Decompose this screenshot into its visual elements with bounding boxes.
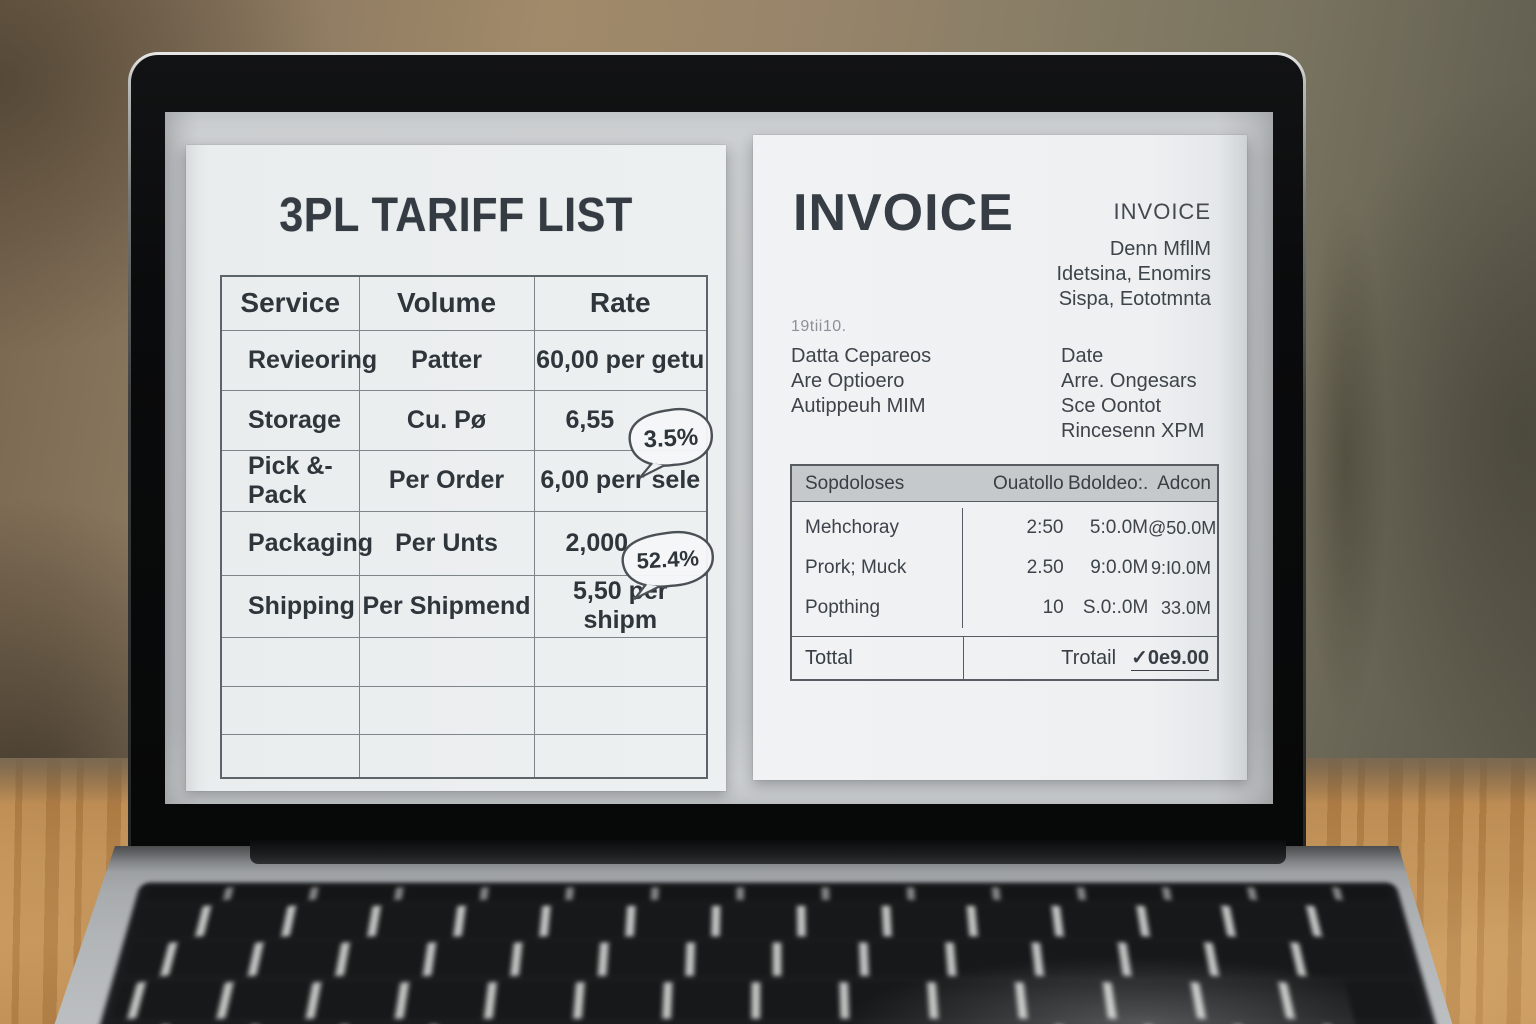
bill-line: Autippeuh MIM [791,395,926,417]
empty-table-row [220,636,708,687]
invoice-header-desc: Sopdoloses [805,472,905,494]
invoice-header-right: INVOICE Denn MfllM Idetsina, Enomirs Sis… [1056,199,1211,312]
service-cell: Packaging [220,510,373,576]
table-row: Prork; Muck 2.50 9:0.0M 9:I0.0M [792,548,1217,588]
invoice-table-body: Mehchoray 2:50 5:0.0M @50.0M Prork; Muck… [792,502,1217,636]
total-label: Tottal [792,637,964,679]
total-right-label: Trotail [1061,646,1117,669]
table-row: Pick &-Pack Per Order 6,00 perr sele [220,449,708,512]
tariff-title: 3PL TARIFF LIST [279,186,633,242]
item-amount: 33.0M [1160,597,1211,618]
item-desc: Prork; Muck [792,548,964,588]
invoice-header-line: Idetsina, Enomirs [1056,263,1211,285]
invoice-header-line: Sispa, Eototmnta [1058,288,1211,310]
table-row: Shipping Per Shipmend 5,50 per shipm [220,574,708,638]
keyboard-row [144,887,1392,900]
empty-table-row [220,685,708,735]
invoice-date-block: Date Arre. Ongesars Sce Oontot Rincesenn… [1061,344,1204,444]
table-row: Revieoring Patter 60,00 per getu [220,329,708,391]
tariff-document: 3PL TARIFF LIST Service Volume Rate Revi… [186,145,726,791]
service-cell: Revieoring [220,329,377,391]
rate-value: 2,000 [565,528,629,557]
bill-line: Are Optioero [791,370,905,392]
invoice-header-line: Denn MfllM [1109,238,1211,260]
table-row: Popthing 10 S.0:.0M 33.0M [792,588,1217,628]
volume-cell: Per Order [358,449,535,512]
volume-cell: Cu. Pø [358,389,535,451]
item-price: S.0:.0M [1082,597,1149,618]
item-qty: 10 [1042,597,1064,618]
invoice-table-header: Sopdoloses Ouatollo Bdoldeo:. Adcon [792,466,1217,502]
invoice-total-row: Tottal Trotail ✓0e9.00 [792,636,1217,679]
rate-cell: 2,000 52.4% [533,510,714,600]
keyboard [95,882,1441,1024]
tariff-table: Service Volume Rate Revieoring Patter 60… [220,275,714,779]
laptop-screen-bezel: 3PL TARIFF LIST Service Volume Rate Revi… [131,55,1303,852]
date-line: Rincesenn XPM [1061,420,1205,442]
volume-cell: Per Shipmend [358,574,535,638]
rate-cell: 5,50 per shipm [533,574,708,638]
invoice-header-amount: Adcon [1157,472,1211,494]
date-line: Arre. Ongesars [1061,370,1197,392]
total-value: ✓0e9.00 [1131,647,1209,671]
annotation-value: 3.5% [643,423,699,453]
date-line: Date [1061,345,1104,367]
item-price: 5:0.0M [1089,517,1148,538]
volume-cell: Per Unts [358,510,535,576]
item-price: 9:0.0M [1090,557,1149,578]
rate-value: 6,55 [565,405,615,434]
tariff-header-volume: Volume [358,275,535,331]
keyboard-row [134,905,1402,937]
rate-cell: 6,00 perr sele [533,449,708,512]
table-row: Mehchoray 2:50 5:0.0M @50.0M [792,508,1217,548]
laptop-hinge [250,840,1286,864]
invoice-header-qty: Ouatollo [992,472,1064,494]
keyboard-glare [819,951,1360,1024]
invoice-document: INVOICE INVOICE Denn MfllM Idetsina, Eno… [753,135,1247,780]
tariff-header-service: Service [220,275,360,331]
invoice-reference: 19tii10. [791,318,847,335]
item-amount: @50.0M [1147,517,1217,538]
laptop-screen: 3PL TARIFF LIST Service Volume Rate Revi… [165,112,1273,804]
laptop-lid-rim: 3PL TARIFF LIST Service Volume Rate Revi… [128,52,1306,852]
invoice-header-price: Bdoldeo:. [1068,472,1149,494]
table-row: Packaging Per Unts 2,000 52.4% [220,510,714,600]
table-row: Storage Cu. Pø 6,55 3.5% [220,389,713,479]
rate-cell: 60,00 per getu [533,329,708,391]
item-desc: Mehchoray [792,508,964,548]
tariff-header-row: Service Volume Rate [220,275,708,331]
invoice-title: INVOICE [793,184,1014,242]
service-cell: Shipping [220,574,360,638]
invoice-table: Sopdoloses Ouatollo Bdoldeo:. Adcon Mehc… [790,464,1219,681]
annotation-value: 52.4% [636,545,700,573]
item-amount: 9:I0.0M [1150,557,1211,578]
handwritten-circle-annotation: 3.5% [628,407,713,479]
item-qty: 2:50 [1026,517,1064,538]
bill-line: Datta Cepareos [791,345,932,367]
volume-cell: Patter [358,329,535,391]
empty-table-row [220,733,708,779]
item-desc: Popthing [792,588,964,628]
tariff-header-rate: Rate [533,275,708,331]
handwritten-circle-annotation: 52.4% [621,530,714,600]
invoice-bill-block: Datta Cepareos Are Optioero Autippeuh MI… [791,344,931,419]
service-cell: Pick &-Pack [220,449,360,512]
service-cell: Storage [220,389,360,451]
date-line: Sce Oontot [1061,395,1162,417]
item-qty: 2.50 [1026,557,1064,578]
invoice-label: INVOICE [1113,199,1211,224]
rate-cell: 6,55 3.5% [533,389,713,479]
